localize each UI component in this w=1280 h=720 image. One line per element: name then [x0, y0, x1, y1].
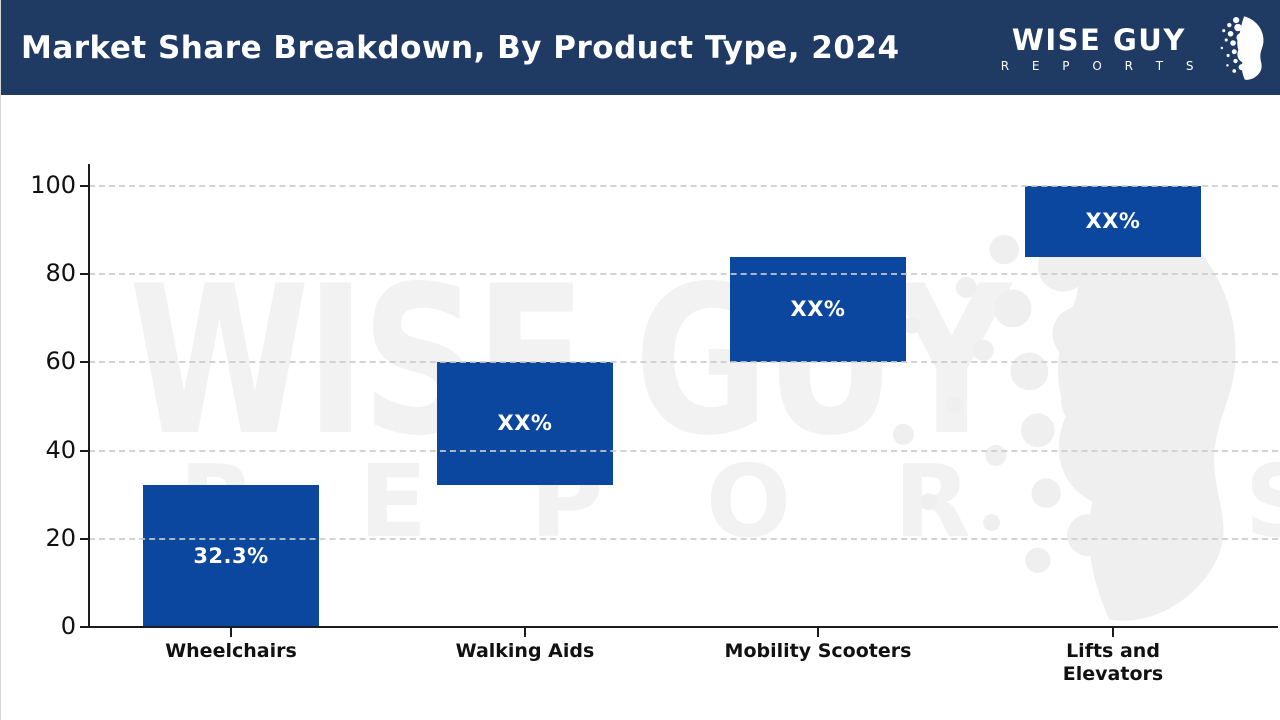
y-tick-mark	[80, 626, 89, 628]
header-band: Market Share Breakdown, By Product Type,…	[1, 0, 1280, 95]
y-axis-tick-label: 80	[45, 259, 76, 288]
bar-value-label: 32.3%	[193, 543, 269, 568]
bar-value-label: XX%	[1085, 209, 1141, 234]
x-axis-line	[87, 626, 1278, 628]
y-tick-mark	[80, 449, 89, 452]
y-gridline	[89, 273, 1278, 276]
brand-logo-text: WISE GUY R E P O R T S	[995, 23, 1203, 73]
page-title: Market Share Breakdown, By Product Type,…	[21, 29, 900, 66]
x-tick-mark	[817, 628, 819, 637]
dot-face-icon	[1220, 16, 1264, 80]
y-gridline	[89, 537, 1278, 540]
y-gridline	[89, 361, 1278, 364]
brand-subtitle: R E P O R T S	[1000, 59, 1203, 73]
x-axis-category-label: Mobility Scooters	[724, 640, 912, 662]
y-tick-mark	[80, 273, 89, 276]
x-axis-category-label: Wheelchairs	[165, 640, 297, 662]
y-axis-tick-label: 0	[60, 612, 76, 640]
y-tick-mark	[80, 361, 89, 364]
x-axis-category-label: Walking Aids	[455, 640, 595, 662]
x-tick-mark	[230, 628, 232, 637]
x-axis-category-label: Lifts and Elevators	[1062, 640, 1164, 686]
y-tick-mark	[80, 185, 89, 187]
y-axis-line	[88, 164, 90, 628]
y-axis-tick-label: 100	[30, 171, 76, 199]
x-tick-mark	[524, 628, 526, 637]
data-bar-wheelchairs[interactable]: 32.3%	[143, 484, 319, 627]
watermark-dot-face-icon	[892, 190, 1236, 621]
y-axis-tick-label: 20	[45, 523, 76, 552]
brand-logo: WISE GUY R E P O R T S	[995, 6, 1269, 90]
y-tick-mark	[80, 537, 89, 540]
brand-name: WISE GUY	[1011, 23, 1186, 57]
x-tick-mark	[1112, 628, 1114, 637]
y-axis-tick-label: 40	[45, 435, 76, 464]
chart-plot-area: WISE GUY R E P O R T S 02040608010032.3%…	[1, 95, 1280, 720]
y-axis-tick-label: 60	[45, 347, 76, 376]
y-gridline	[89, 449, 1278, 452]
data-bar-walking-aids[interactable]: XX%	[437, 362, 613, 485]
y-gridline	[89, 185, 1278, 187]
bar-value-label: XX%	[790, 297, 846, 322]
bar-value-label: XX%	[497, 411, 553, 436]
data-bar-lifts-and-elevators[interactable]: XX%	[1025, 186, 1201, 257]
